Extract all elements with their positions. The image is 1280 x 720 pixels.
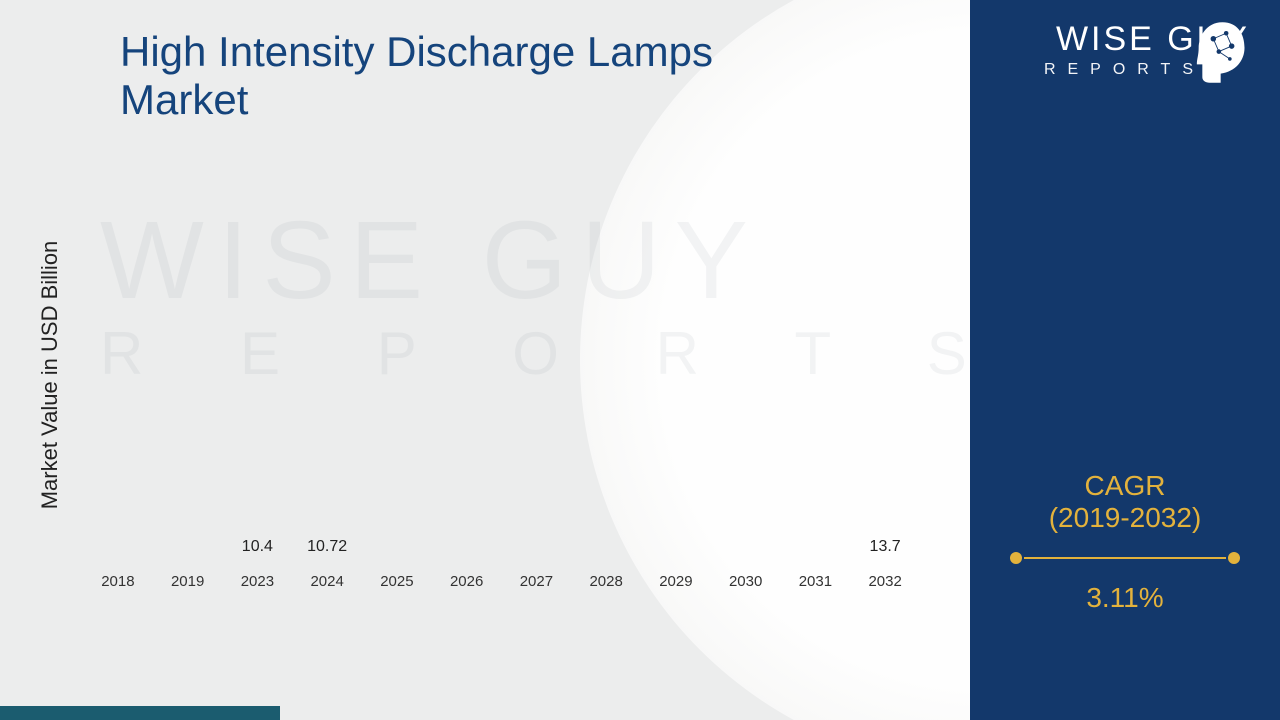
divider-line <box>1024 557 1226 559</box>
logo-sub-text: REPORTS <box>990 61 1205 79</box>
dot-icon <box>1010 552 1022 564</box>
x-tick-label: 2027 <box>520 573 553 590</box>
bars-container: 2018201910.4202310.722024202520262027202… <box>93 160 910 560</box>
x-tick-label: 2028 <box>589 573 622 590</box>
chart-title: High Intensity Discharge Lamps Market <box>120 28 840 125</box>
chart-canvas: WISE GUY R E P O R T S High Intensity Di… <box>0 0 1280 720</box>
x-tick-label: 2025 <box>380 573 413 590</box>
bar-value-label: 13.7 <box>870 538 901 560</box>
cagr-divider <box>1010 552 1240 564</box>
cagr-title: CAGR <box>1010 470 1240 502</box>
cagr-value: 3.11% <box>1010 582 1240 614</box>
bar-value-label: 10.72 <box>307 538 347 560</box>
x-tick-label: 2031 <box>799 573 832 590</box>
x-tick-label: 2024 <box>310 573 343 590</box>
x-tick-label: 2030 <box>729 573 762 590</box>
y-axis-label: Market Value in USD Billion <box>37 241 63 510</box>
cagr-period: (2019-2032) <box>1010 502 1240 534</box>
x-tick-label: 2023 <box>241 573 274 590</box>
bar-value-label: 10.4 <box>242 538 273 560</box>
chart-area: Market Value in USD Billion 2018201910.4… <box>60 160 910 590</box>
x-tick-label: 2018 <box>101 573 134 590</box>
cagr-block: CAGR (2019-2032) 3.11% <box>1010 470 1240 614</box>
x-tick-label: 2026 <box>450 573 483 590</box>
x-tick-label: 2029 <box>659 573 692 590</box>
head-icon <box>1195 20 1250 85</box>
x-tick-label: 2032 <box>868 573 901 590</box>
x-tick-label: 2019 <box>171 573 204 590</box>
plot-region: 2018201910.4202310.722024202520262027202… <box>92 160 910 560</box>
bottom-accent-stripe <box>0 706 280 720</box>
brand-logo: WISE GUY REPORTS <box>990 20 1250 79</box>
dot-icon <box>1228 552 1240 564</box>
